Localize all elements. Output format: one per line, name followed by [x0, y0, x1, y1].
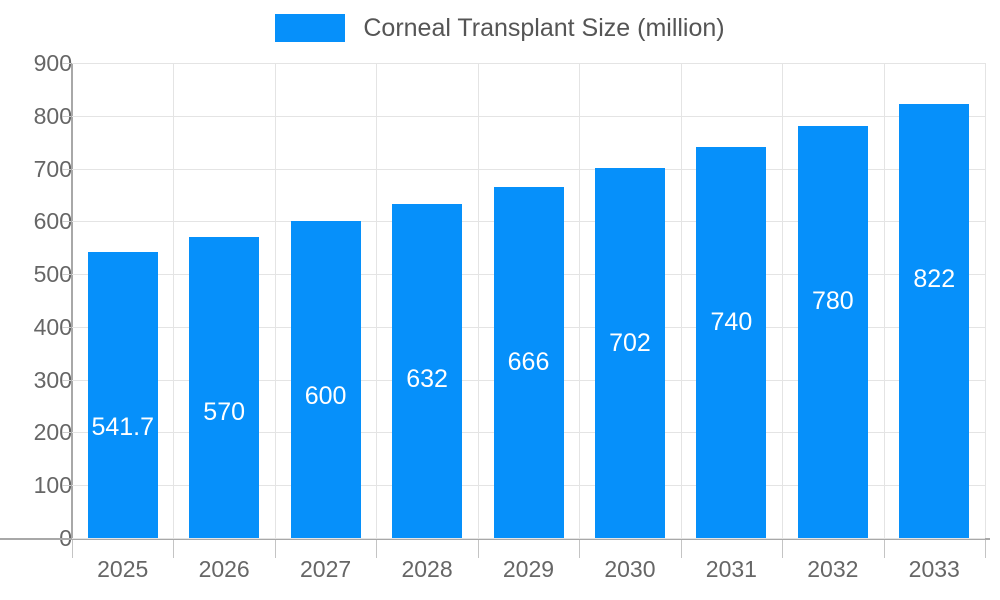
- x-gridline: [579, 63, 580, 538]
- legend-label: Corneal Transplant Size (million): [363, 13, 725, 42]
- x-gridline: [681, 63, 682, 538]
- x-axis-line: [0, 538, 990, 540]
- y-axis-tick-label: 100: [33, 472, 72, 499]
- plot-area: 541.7 570 600 632 666 702 740 780 822: [72, 63, 986, 539]
- y-axis-tick-label: 500: [33, 261, 72, 288]
- x-axis-tick-mark: [579, 540, 580, 558]
- y-gridline: [72, 63, 985, 64]
- y-axis-tick-mark: [62, 221, 72, 223]
- y-axis-tick-label: 400: [33, 313, 72, 340]
- x-axis-tick-label: 2033: [908, 556, 960, 582]
- bar-value-label: 780: [811, 287, 854, 316]
- x-axis-tick-label: 2027: [300, 556, 352, 582]
- bar-value-label: 632: [406, 365, 448, 394]
- y-axis-tick-label: 300: [33, 366, 72, 393]
- y-axis-tick-mark: [62, 379, 72, 381]
- x-axis-tick-mark: [985, 540, 986, 558]
- y-axis-tick-label: 200: [33, 419, 72, 446]
- bar[interactable]: 822: [899, 104, 970, 538]
- x-gridline: [884, 63, 885, 538]
- y-axis-tick-mark: [62, 274, 72, 276]
- y-axis-tick-label: 800: [33, 102, 72, 129]
- x-axis-tick-mark: [173, 540, 174, 558]
- x-axis-tick-mark: [275, 540, 276, 558]
- y-gridline: [72, 538, 985, 539]
- y-gridline: [72, 168, 985, 170]
- y-axis-tick-label: 900: [33, 50, 72, 76]
- y-axis-tick-label: 600: [33, 208, 72, 235]
- x-axis-tick-mark: [376, 540, 377, 558]
- y-axis-tick-mark: [62, 63, 72, 64]
- bar[interactable]: 780: [797, 126, 868, 538]
- bar[interactable]: 600: [290, 221, 361, 538]
- bar-value-label: 600: [304, 382, 347, 411]
- chart-legend: Corneal Transplant Size (million): [0, 0, 1000, 56]
- bar-value-label: 666: [507, 347, 550, 376]
- x-axis-tick-mark: [782, 540, 783, 558]
- y-axis-tick-mark: [62, 115, 72, 117]
- bar[interactable]: 632: [392, 204, 463, 538]
- y-axis-tick-mark: [62, 168, 72, 170]
- x-axis-tick-mark: [681, 540, 682, 558]
- x-axis-tick-label: 2026: [198, 556, 250, 582]
- legend-color-swatch: [275, 14, 346, 42]
- bar[interactable]: 666: [493, 186, 564, 538]
- y-axis-line: [71, 63, 73, 539]
- bar-value-label: 702: [609, 328, 651, 357]
- x-axis-tick-label: 2029: [502, 556, 555, 582]
- bar-value-label: 822: [913, 265, 956, 294]
- y-axis: 0100200300400500600700800900: [0, 0, 72, 600]
- y-axis-tick-mark: [62, 485, 72, 487]
- x-gridline: [985, 63, 986, 538]
- x-axis-tick-mark: [884, 540, 885, 558]
- bar-value-label: 570: [203, 398, 246, 427]
- x-axis-tick-label: 2031: [705, 556, 757, 582]
- x-gridline: [376, 63, 377, 538]
- x-axis-tick-label: 2025: [97, 556, 149, 582]
- x-axis-tick-label: 2028: [401, 556, 453, 582]
- y-gridline: [72, 115, 985, 117]
- y-axis-tick-label: 700: [33, 155, 72, 182]
- x-axis-tick-mark: [478, 540, 479, 558]
- y-axis-tick-mark: [62, 326, 72, 328]
- bar[interactable]: 702: [594, 167, 665, 538]
- bar-value-label: 740: [710, 308, 753, 337]
- bar[interactable]: 740: [696, 147, 767, 538]
- bar[interactable]: 541.7: [87, 252, 158, 538]
- bar[interactable]: 570: [189, 237, 260, 538]
- y-axis-tick-mark: [62, 432, 72, 434]
- x-gridline: [478, 63, 479, 538]
- x-axis-tick-mark: [72, 540, 73, 558]
- x-gridline: [173, 63, 174, 538]
- legend-item-corneal-transplant-size[interactable]: Corneal Transplant Size (million): [275, 13, 725, 42]
- x-gridline: [275, 63, 276, 538]
- x-gridline: [782, 63, 783, 538]
- bar-value-label: 541.7: [91, 413, 154, 442]
- x-axis-tick-label: 2030: [604, 556, 656, 582]
- x-axis-tick-label: 2032: [807, 556, 859, 582]
